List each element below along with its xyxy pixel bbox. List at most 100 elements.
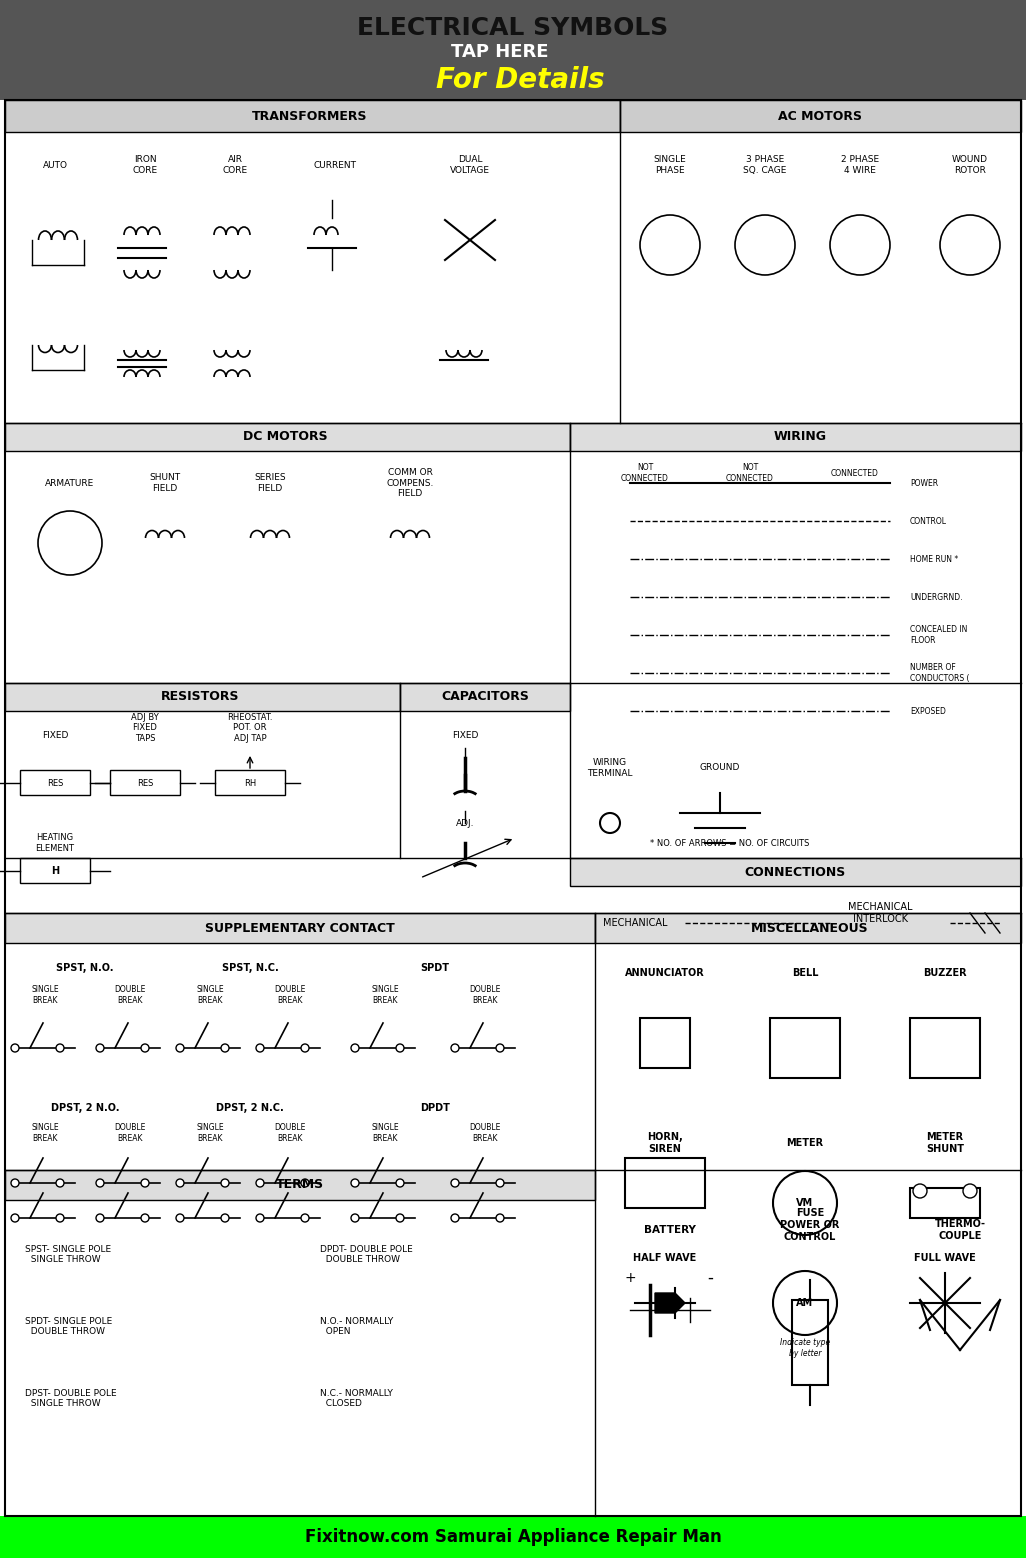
- Text: CURRENT: CURRENT: [314, 160, 356, 170]
- Circle shape: [351, 1179, 359, 1187]
- Bar: [625, 1158, 705, 1207]
- Text: SINGLE
PHASE: SINGLE PHASE: [654, 156, 686, 174]
- Text: -: -: [707, 1270, 713, 1287]
- Text: MECHANICAL: MECHANICAL: [602, 918, 667, 929]
- Text: CONTROL: CONTROL: [910, 517, 947, 525]
- Text: DOUBLE
BREAK: DOUBLE BREAK: [469, 1123, 501, 1142]
- Circle shape: [773, 1271, 837, 1335]
- Circle shape: [96, 1214, 104, 1221]
- Text: EXPOSED: EXPOSED: [910, 706, 946, 715]
- Circle shape: [221, 1044, 229, 1052]
- Text: FULL WAVE: FULL WAVE: [914, 1253, 976, 1264]
- Text: SINGLE
BREAK: SINGLE BREAK: [31, 1123, 58, 1142]
- Bar: [570, 858, 1021, 887]
- Circle shape: [735, 215, 795, 276]
- Text: THERMO-
COUPLE: THERMO- COUPLE: [935, 1220, 986, 1240]
- Bar: [19, 858, 90, 883]
- Text: AM: AM: [796, 1298, 814, 1309]
- Text: DPDT- DOUBLE POLE
  DOUBLE THROW: DPDT- DOUBLE POLE DOUBLE THROW: [320, 1245, 412, 1265]
- Text: SINGLE
BREAK: SINGLE BREAK: [31, 985, 58, 1005]
- Text: DC MOTORS: DC MOTORS: [243, 430, 327, 444]
- Text: BATTERY: BATTERY: [644, 1225, 696, 1235]
- Circle shape: [301, 1044, 309, 1052]
- Text: SPDT- SINGLE POLE
  DOUBLE THROW: SPDT- SINGLE POLE DOUBLE THROW: [25, 1317, 112, 1337]
- Text: DPST- DOUBLE POLE
  SINGLE THROW: DPST- DOUBLE POLE SINGLE THROW: [25, 1390, 117, 1408]
- Circle shape: [141, 1214, 149, 1221]
- Circle shape: [301, 1179, 309, 1187]
- Text: MISCELLANEOUS: MISCELLANEOUS: [751, 921, 869, 935]
- Text: NOT
CONNECTED: NOT CONNECTED: [726, 463, 774, 483]
- Circle shape: [11, 1179, 19, 1187]
- Bar: [215, 770, 285, 795]
- Text: Indicate type
by letter: Indicate type by letter: [780, 1338, 830, 1357]
- Text: RH: RH: [244, 779, 256, 787]
- Circle shape: [351, 1044, 359, 1052]
- Text: CAPACITORS: CAPACITORS: [441, 690, 529, 704]
- Text: FUSE
POWER OR
CONTROL: FUSE POWER OR CONTROL: [781, 1209, 839, 1242]
- Circle shape: [940, 215, 1000, 276]
- Circle shape: [913, 1184, 928, 1198]
- Bar: [5, 913, 595, 943]
- Text: SINGLE
BREAK: SINGLE BREAK: [371, 985, 399, 1005]
- Text: SUPPLEMENTARY CONTACT: SUPPLEMENTARY CONTACT: [205, 921, 395, 935]
- Bar: [620, 100, 1021, 132]
- Text: 2 PHASE
4 WIRE: 2 PHASE 4 WIRE: [841, 156, 879, 174]
- Bar: [0, 1516, 1026, 1558]
- Text: DUAL
VOLTAGE: DUAL VOLTAGE: [450, 156, 490, 174]
- Circle shape: [351, 1214, 359, 1221]
- Circle shape: [256, 1214, 264, 1221]
- Circle shape: [176, 1179, 184, 1187]
- Circle shape: [396, 1179, 404, 1187]
- Text: CONNECTED: CONNECTED: [831, 469, 879, 477]
- Text: AIR
CORE: AIR CORE: [223, 156, 247, 174]
- Text: DPST, 2 N.C.: DPST, 2 N.C.: [216, 1103, 284, 1112]
- Text: ADJ BY
FIXED
TAPS: ADJ BY FIXED TAPS: [131, 714, 159, 743]
- Text: H: H: [51, 866, 60, 876]
- Text: DPDT: DPDT: [420, 1103, 450, 1112]
- Bar: [5, 100, 620, 132]
- Text: * NO. OF ARROWS = NO. OF CIRCUITS: * NO. OF ARROWS = NO. OF CIRCUITS: [650, 838, 810, 848]
- Text: RES: RES: [47, 779, 64, 787]
- Text: POWER: POWER: [910, 478, 938, 488]
- Text: BUZZER: BUZZER: [923, 968, 966, 978]
- Text: TRANSFORMERS: TRANSFORMERS: [252, 109, 367, 123]
- Text: BELL: BELL: [792, 968, 819, 978]
- Circle shape: [96, 1044, 104, 1052]
- Text: Fixitnow.com Samurai Appliance Repair Man: Fixitnow.com Samurai Appliance Repair Ma…: [305, 1528, 721, 1546]
- Text: SINGLE
BREAK: SINGLE BREAK: [196, 985, 224, 1005]
- Circle shape: [451, 1179, 459, 1187]
- Circle shape: [56, 1179, 64, 1187]
- Text: AUTO: AUTO: [42, 160, 68, 170]
- Text: METER
SHUNT: METER SHUNT: [926, 1133, 964, 1154]
- Circle shape: [256, 1179, 264, 1187]
- Bar: [5, 682, 400, 710]
- Circle shape: [963, 1184, 977, 1198]
- Circle shape: [301, 1214, 309, 1221]
- Text: ARMATURE: ARMATURE: [45, 478, 94, 488]
- Bar: [5, 1170, 595, 1200]
- Text: NOT
CONNECTED: NOT CONNECTED: [621, 463, 669, 483]
- Text: ADJ.: ADJ.: [456, 818, 474, 827]
- Text: HORN,
SIREN: HORN, SIREN: [647, 1133, 683, 1154]
- Circle shape: [141, 1179, 149, 1187]
- Text: TERMS: TERMS: [276, 1178, 324, 1192]
- Circle shape: [773, 1172, 837, 1235]
- Text: SPDT: SPDT: [421, 963, 449, 974]
- Text: For Details: For Details: [436, 65, 604, 93]
- Text: CONNECTIONS: CONNECTIONS: [745, 866, 845, 879]
- Circle shape: [496, 1044, 504, 1052]
- Circle shape: [141, 1044, 149, 1052]
- Bar: [792, 1299, 828, 1385]
- Circle shape: [396, 1044, 404, 1052]
- Bar: [770, 1017, 840, 1078]
- Circle shape: [176, 1214, 184, 1221]
- Circle shape: [396, 1214, 404, 1221]
- Bar: [0, 0, 1026, 100]
- Text: DOUBLE
BREAK: DOUBLE BREAK: [114, 985, 146, 1005]
- Circle shape: [176, 1044, 184, 1052]
- Circle shape: [496, 1214, 504, 1221]
- Text: SINGLE
BREAK: SINGLE BREAK: [371, 1123, 399, 1142]
- Circle shape: [56, 1044, 64, 1052]
- Bar: [19, 770, 90, 795]
- FancyArrow shape: [655, 1293, 685, 1313]
